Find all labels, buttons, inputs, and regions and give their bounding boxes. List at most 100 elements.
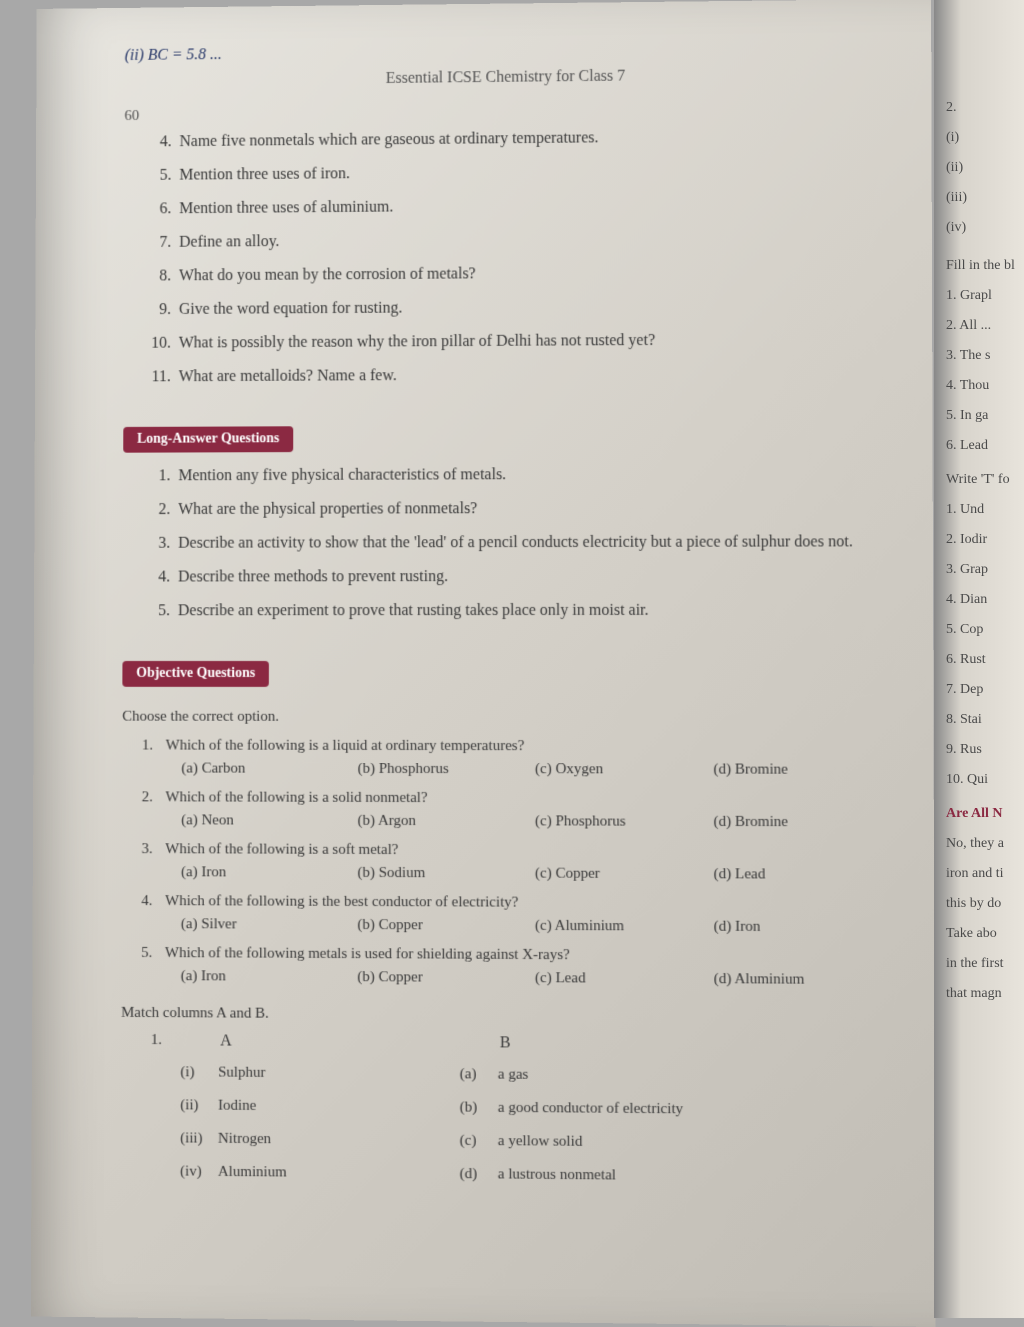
right-page-edge: 2. (i) (ii) (iii) (iv) Fill in the bl 1.… — [934, 0, 1024, 1318]
column-a: A (i)Sulphur (ii)Iodine (iii)Nitrogen (i… — [180, 1032, 460, 1199]
book-title: Essential ICSE Chemistry for Class 7 — [125, 65, 891, 91]
q-num: 9. — [143, 298, 171, 322]
m-text: Iodine — [218, 1098, 256, 1115]
q-text: What do you mean by the corrosion of met… — [179, 260, 892, 289]
left-page: (ii) BC = 5.8 ... Essential ICSE Chemist… — [31, 0, 936, 1327]
long-answer-badge: Long-Answer Questions — [123, 426, 293, 452]
opt-b: (b) Copper — [357, 917, 535, 935]
m-label: (b) — [460, 1099, 498, 1116]
r-item: 2. Iodir — [946, 532, 1016, 548]
r-item: (iii) — [946, 190, 1016, 206]
r-item: 5. In ga — [946, 408, 1016, 424]
mcq-num: 1. — [142, 738, 166, 755]
r-item: 3. Grap — [946, 562, 1016, 578]
opt-a: (a) Neon — [181, 812, 357, 829]
r-item: 4. Dian — [946, 592, 1016, 608]
m-text: a lustrous nonmetal — [498, 1166, 616, 1184]
r-item: 8. Stai — [946, 712, 1016, 728]
r-item: (ii) — [946, 160, 1016, 176]
objective-badge: Objective Questions — [122, 661, 269, 687]
q-text: Mention any five physical characteristic… — [178, 462, 892, 488]
q-num: 4. — [142, 566, 170, 590]
r-item: iron and ti — [946, 866, 1016, 882]
q-num: 11. — [143, 365, 171, 389]
r-item: 6. Rust — [946, 652, 1016, 668]
q-text: Give the word equation for rusting. — [179, 294, 892, 322]
opt-d: (d) Iron — [714, 919, 894, 937]
r-item: that magn — [946, 986, 1016, 1002]
r-item: 3. The s — [946, 348, 1016, 364]
opt-a: (a) Iron — [181, 864, 357, 882]
m-label: (a) — [460, 1066, 498, 1083]
r-fill: Fill in the bl — [946, 258, 1016, 274]
match-section: Match columns A and B. 1. A (i)Sulphur (… — [120, 1005, 894, 1204]
m-label: (iv) — [180, 1164, 218, 1181]
opt-a: (a) Iron — [181, 968, 358, 986]
page-number: 60 — [124, 101, 891, 125]
q-text: What are metalloids? Name a few. — [179, 362, 892, 389]
q-num: 1. — [143, 464, 171, 488]
instruction: Choose the correct option. — [122, 709, 893, 727]
q-num: 6. — [144, 197, 172, 221]
q-text: Name five nonmetals which are gaseous at… — [179, 124, 891, 154]
mcq-num: 5. — [141, 945, 165, 962]
q-num: 7. — [144, 231, 172, 255]
col-b-head: B — [500, 1034, 894, 1055]
q-text: Describe three methods to prevent rustin… — [178, 564, 892, 589]
q-text: Describe an experiment to prove that rus… — [178, 599, 893, 624]
q-num: 10. — [143, 332, 171, 356]
opt-c: (c) Aluminium — [535, 918, 714, 936]
r-item: 7. Dep — [946, 682, 1016, 698]
opt-d: (d) Bromine — [714, 814, 894, 832]
q-num: 4. — [144, 130, 172, 154]
q-num: 8. — [144, 265, 172, 289]
m-label: (iii) — [180, 1130, 218, 1147]
opt-b: (b) Sodium — [357, 865, 535, 883]
match-title: Match columns A and B. — [121, 1005, 894, 1027]
mcq-text: Which of the following metals is used fo… — [165, 945, 570, 964]
opt-c: (c) Phosphorus — [535, 813, 714, 831]
m-label: (i) — [180, 1064, 218, 1081]
m-text: a gas — [498, 1067, 529, 1084]
m-label: (ii) — [180, 1097, 218, 1114]
mcq-text: Which of the following is a liquid at or… — [166, 738, 525, 756]
opt-c: (c) Copper — [535, 866, 714, 884]
r-item: 2. All ... — [946, 318, 1016, 334]
mcq-num: 2. — [142, 789, 166, 806]
r-num: 2. — [946, 100, 1016, 116]
r-item: 9. Rus — [946, 742, 1016, 758]
m-label: (c) — [460, 1133, 498, 1150]
short-questions: 4. Name five nonmetals which are gaseous … — [143, 124, 892, 390]
q-text: Define an alloy. — [179, 226, 891, 255]
q-num: 5. — [142, 599, 170, 623]
r-are: Are All N — [946, 806, 1016, 822]
column-b: B (a)a gas (b)a good conductor of electr… — [460, 1034, 895, 1203]
r-item: Take abo — [946, 926, 1016, 942]
q-num: 5. — [144, 164, 172, 188]
mcq-text: Which of the following is the best condu… — [165, 893, 518, 912]
r-item: (iv) — [946, 220, 1016, 236]
mcq-num: 3. — [142, 841, 166, 858]
opt-d: (d) Bromine — [713, 761, 893, 778]
q-text: What is possibly the reason why the iron… — [179, 328, 892, 356]
m-text: Sulphur — [218, 1065, 265, 1082]
r-item: 1. Grapl — [946, 288, 1016, 304]
q-text: Describe an activity to show that the 'l… — [178, 530, 892, 555]
opt-c: (c) Oxygen — [535, 761, 713, 778]
r-write: Write 'T' fo — [946, 472, 1016, 488]
opt-c: (c) Lead — [535, 970, 714, 988]
q-num: 3. — [143, 532, 171, 556]
r-item: in the first — [946, 956, 1016, 972]
opt-b: (b) Copper — [357, 969, 535, 987]
opt-a: (a) Silver — [181, 916, 358, 934]
q-text: Mention three uses of iron. — [179, 158, 891, 188]
opt-b: (b) Phosphorus — [358, 761, 535, 778]
r-item: (i) — [946, 130, 1016, 146]
m-label: (d) — [460, 1166, 498, 1183]
opt-a: (a) Carbon — [181, 761, 357, 778]
r-item: 4. Thou — [946, 378, 1016, 394]
q-text: Mention three uses of aluminium. — [179, 192, 891, 221]
m-text: Aluminium — [218, 1164, 287, 1182]
opt-d: (d) Lead — [714, 866, 894, 884]
handwritten-note: (ii) BC = 5.8 ... — [125, 39, 891, 65]
